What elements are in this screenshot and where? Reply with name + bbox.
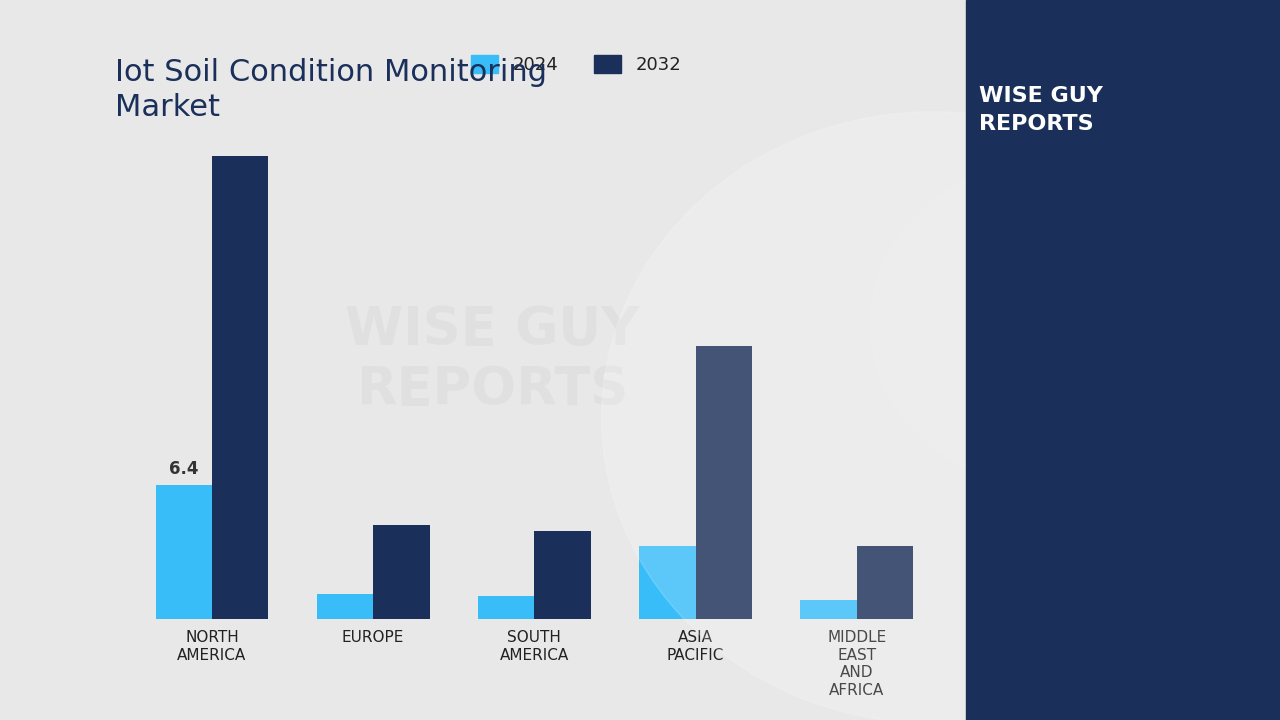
Bar [155,485,212,619]
Text: 6.4: 6.4 [169,460,198,478]
Bar [639,546,695,619]
Bar [695,346,753,619]
Text: Iot Soil Condition Monitoring
Market: Iot Soil Condition Monitoring Market [115,58,548,122]
Bar [316,594,374,619]
Bar [535,531,591,619]
Bar [374,525,430,619]
Bar [856,546,914,619]
Bar [800,600,856,619]
Text: WISE GUY
REPORTS: WISE GUY REPORTS [979,86,1103,135]
Bar [477,596,535,619]
Text: WISE GUY
REPORTS: WISE GUY REPORTS [346,304,640,416]
Bar [212,156,269,619]
Legend: 2024, 2032: 2024, 2032 [463,48,689,81]
